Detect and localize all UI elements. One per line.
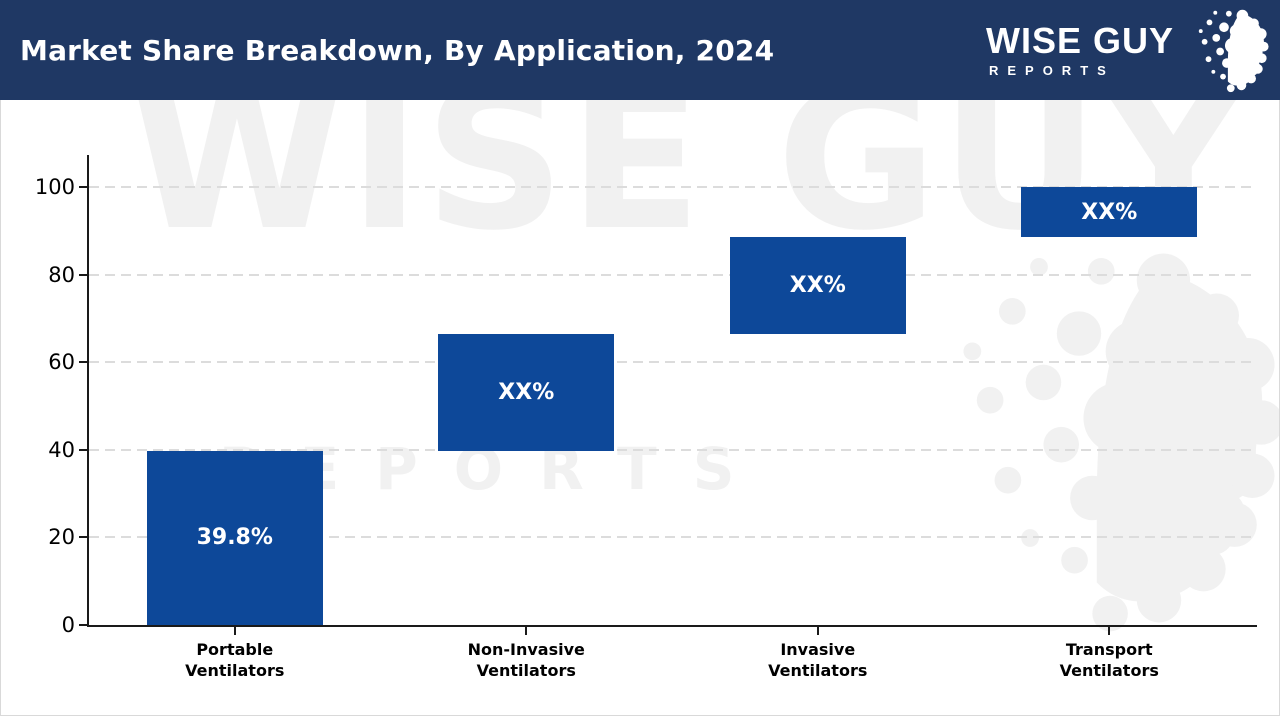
bar-segment: XX% xyxy=(438,333,615,451)
x-tick-mark xyxy=(233,627,236,635)
gridline xyxy=(89,536,1255,539)
bar-value-label: XX% xyxy=(789,273,846,299)
gridline xyxy=(89,448,1255,451)
gridline xyxy=(89,361,1255,364)
gridline xyxy=(89,186,1255,188)
bar-value-label: 39.8% xyxy=(196,525,273,551)
y-tick-label: 20 xyxy=(48,525,75,550)
y-tick-mark xyxy=(79,536,88,539)
bar-segment: 39.8% xyxy=(146,450,323,625)
wise-guy-reports-logo: WISE GUY REPORTS xyxy=(986,4,1270,96)
x-axis-line xyxy=(87,625,1257,627)
gridline xyxy=(89,273,1255,276)
logo-wordmark-line2: REPORTS xyxy=(988,63,1115,78)
logo-head-icon xyxy=(1198,9,1269,93)
bar-value-label: XX% xyxy=(1081,199,1138,225)
y-tick-mark xyxy=(79,361,88,364)
logo-wordmark: WISE GUY REPORTS xyxy=(985,20,1174,79)
y-tick-label: 60 xyxy=(48,350,75,375)
y-tick-mark xyxy=(79,186,88,188)
y-tick-label: 0 xyxy=(61,613,75,637)
header: Market Share Breakdown, By Application, … xyxy=(0,0,1280,100)
bar-segment: XX% xyxy=(1021,187,1198,238)
bar-segment: XX% xyxy=(729,237,906,334)
x-tick-mark xyxy=(525,627,528,635)
y-tick-label: 100 xyxy=(34,175,75,199)
y-tick-mark xyxy=(79,273,88,276)
x-tick-mark xyxy=(1108,627,1111,635)
x-category-label: Invasive Ventilators xyxy=(768,640,868,680)
y-axis-line xyxy=(87,155,89,627)
bar-value-label: XX% xyxy=(498,379,555,405)
x-category-label: Non-Invasive Ventilators xyxy=(467,640,585,680)
chart-area: WISE GUY REPORTS 0 20 40 60 80 100 39.8% Portab… xyxy=(0,62,1280,716)
y-tick-label: 40 xyxy=(48,437,75,462)
x-tick-mark xyxy=(816,627,819,635)
y-tick-mark xyxy=(79,448,88,451)
y-tick-mark xyxy=(79,624,88,626)
page-title: Market Share Breakdown, By Application, … xyxy=(20,33,775,67)
x-category-label: Portable Ventilators xyxy=(185,640,285,680)
x-category-label: Transport Ventilators xyxy=(1059,640,1159,680)
watermark-head-icon xyxy=(963,253,1279,632)
logo-wordmark-line1: WISE GUY xyxy=(985,20,1174,61)
y-tick-label: 80 xyxy=(48,262,75,287)
